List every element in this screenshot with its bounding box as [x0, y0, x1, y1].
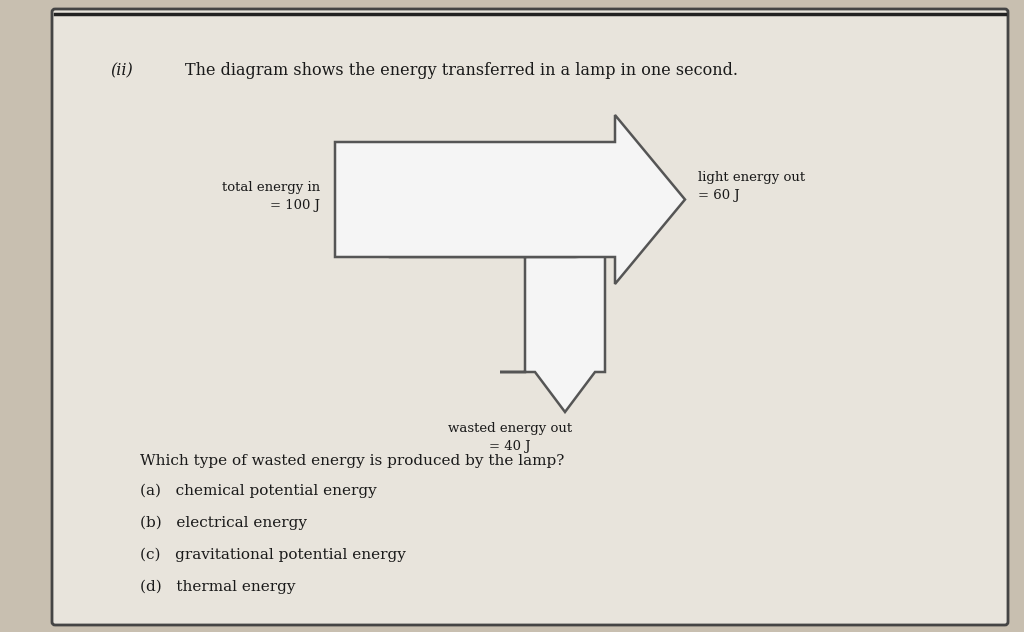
FancyBboxPatch shape: [52, 9, 1008, 625]
Text: total energy in
= 100 J: total energy in = 100 J: [222, 181, 319, 212]
Text: (ii): (ii): [110, 62, 133, 79]
Text: wasted energy out
= 40 J: wasted energy out = 40 J: [447, 422, 572, 453]
Text: (b)   electrical energy: (b) electrical energy: [140, 516, 307, 530]
Text: (c)   gravitational potential energy: (c) gravitational potential energy: [140, 548, 406, 562]
Text: Which type of wasted energy is produced by the lamp?: Which type of wasted energy is produced …: [140, 454, 564, 468]
Text: light energy out
= 60 J: light energy out = 60 J: [698, 171, 805, 202]
Polygon shape: [335, 115, 685, 284]
Text: (a)   chemical potential energy: (a) chemical potential energy: [140, 484, 377, 499]
Text: (d)   thermal energy: (d) thermal energy: [140, 580, 296, 594]
Text: The diagram shows the energy transferred in a lamp in one second.: The diagram shows the energy transferred…: [185, 62, 738, 79]
Polygon shape: [390, 172, 625, 412]
